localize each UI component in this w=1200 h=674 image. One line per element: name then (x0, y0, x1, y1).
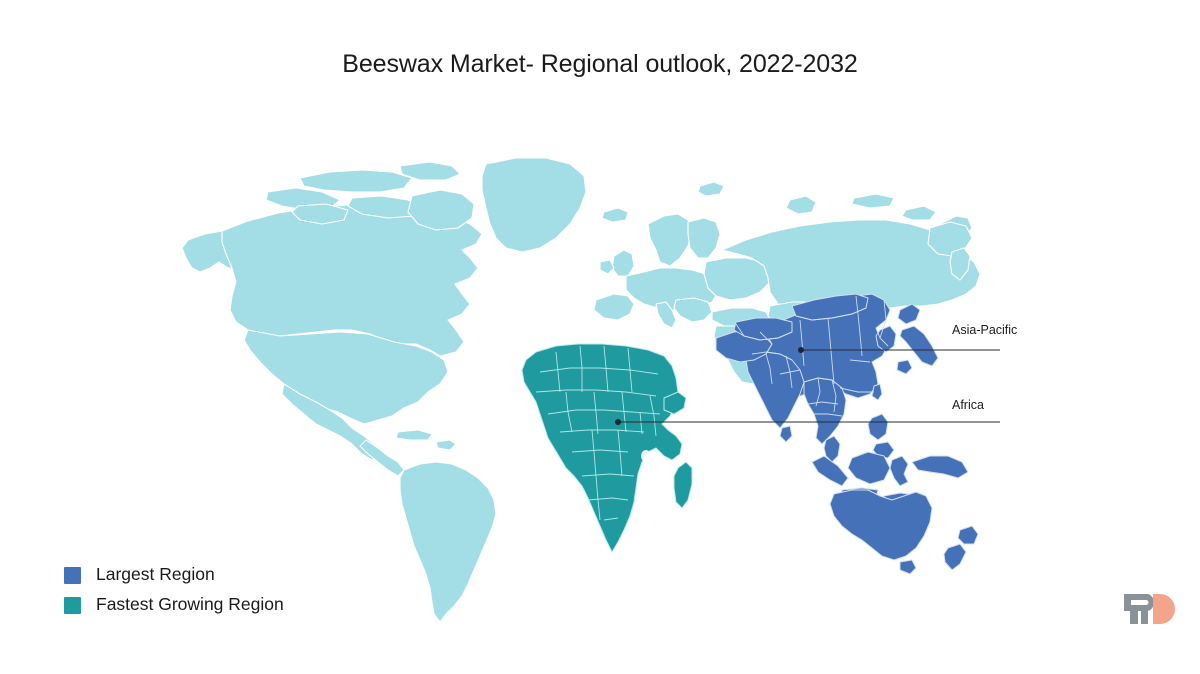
region-tasmania (899, 559, 917, 575)
legend-item-fastest-growing-region[interactable]: Fastest Growing Region (64, 590, 404, 620)
region-ellesmere (399, 161, 461, 181)
africa-country-borders (535, 345, 661, 521)
apac-country-borders (735, 295, 889, 417)
region-arctic-isles (851, 193, 895, 209)
region-korea (875, 325, 897, 353)
region-philippines (867, 413, 889, 441)
region-sumatra (811, 455, 849, 487)
region-sri-lanka (779, 425, 793, 443)
region-madagascar (673, 461, 693, 509)
region-new-guinea (911, 455, 969, 479)
region-arctic-isles-2 (901, 205, 937, 221)
region-kamchatka (949, 247, 971, 281)
logo-d-mark (1153, 594, 1175, 624)
region-baffin-island (407, 189, 475, 231)
region-india (745, 351, 805, 429)
asia-pacific-highlight (715, 293, 979, 575)
legend-item-largest-region[interactable]: Largest Region (64, 560, 404, 590)
region-australia (829, 489, 933, 561)
logo-r-leg (1141, 611, 1148, 624)
region-mexico (281, 383, 381, 461)
region-africa-mainland (521, 343, 683, 553)
region-canada-arctic-a (299, 169, 413, 193)
logo-r-mark (1124, 594, 1155, 624)
region-ireland (599, 259, 615, 275)
region-victoria-island (291, 203, 349, 225)
region-cuba (395, 429, 433, 441)
region-borneo (847, 451, 891, 485)
legend-swatch-largest-region (64, 566, 81, 584)
region-scandinavia (647, 213, 693, 267)
region-new-zealand-south (943, 543, 967, 571)
region-usa (243, 329, 449, 425)
region-japan-kyushu (896, 359, 913, 375)
lake-victoria (641, 450, 651, 462)
legend-label-largest-region: Largest Region (96, 564, 215, 585)
base-landmasses (181, 157, 981, 623)
annotation-dot-africa (615, 419, 621, 425)
legend-swatch-fastest-growing-region (64, 596, 81, 614)
region-japan-honshu (899, 325, 939, 367)
annotation-dot-asia-pacific (798, 347, 804, 353)
region-central-america (359, 439, 405, 477)
region-finland-baltics (687, 217, 721, 259)
region-sulawesi (889, 455, 909, 487)
region-greenland (481, 157, 587, 253)
region-new-zealand-north (957, 525, 979, 545)
map-legend: Largest Region Fastest Growing Region (64, 560, 404, 620)
annotation-label-africa: Africa (952, 398, 984, 412)
annotation-label-asia-pacific: Asia-Pacific (952, 323, 1017, 337)
legend-label-fastest-growing-region: Fastest Growing Region (96, 594, 284, 615)
region-japan (897, 303, 921, 325)
rd-logo (1124, 594, 1175, 624)
region-novaya-zemlya (785, 195, 817, 215)
region-uk (611, 249, 635, 277)
region-eastern-europe (703, 257, 773, 301)
region-balkans (673, 297, 713, 323)
region-hispaniola (435, 439, 457, 451)
region-indochina (803, 377, 847, 445)
region-philippines-south (872, 441, 895, 459)
region-africa-horn (663, 391, 687, 415)
region-iceland (601, 207, 629, 223)
page-title: Beeswax Market- Regional outlook, 2022-2… (342, 50, 858, 78)
region-italy (655, 301, 677, 329)
annotation-asia-pacific: Asia-Pacific (798, 323, 1017, 353)
region-iberia (593, 293, 635, 321)
region-svalbard (697, 181, 725, 197)
region-south-america (399, 461, 497, 623)
annotation-africa: Africa (615, 398, 1000, 425)
africa-highlight (521, 343, 693, 553)
region-malay-peninsula (823, 435, 841, 463)
region-taiwan (871, 383, 883, 401)
